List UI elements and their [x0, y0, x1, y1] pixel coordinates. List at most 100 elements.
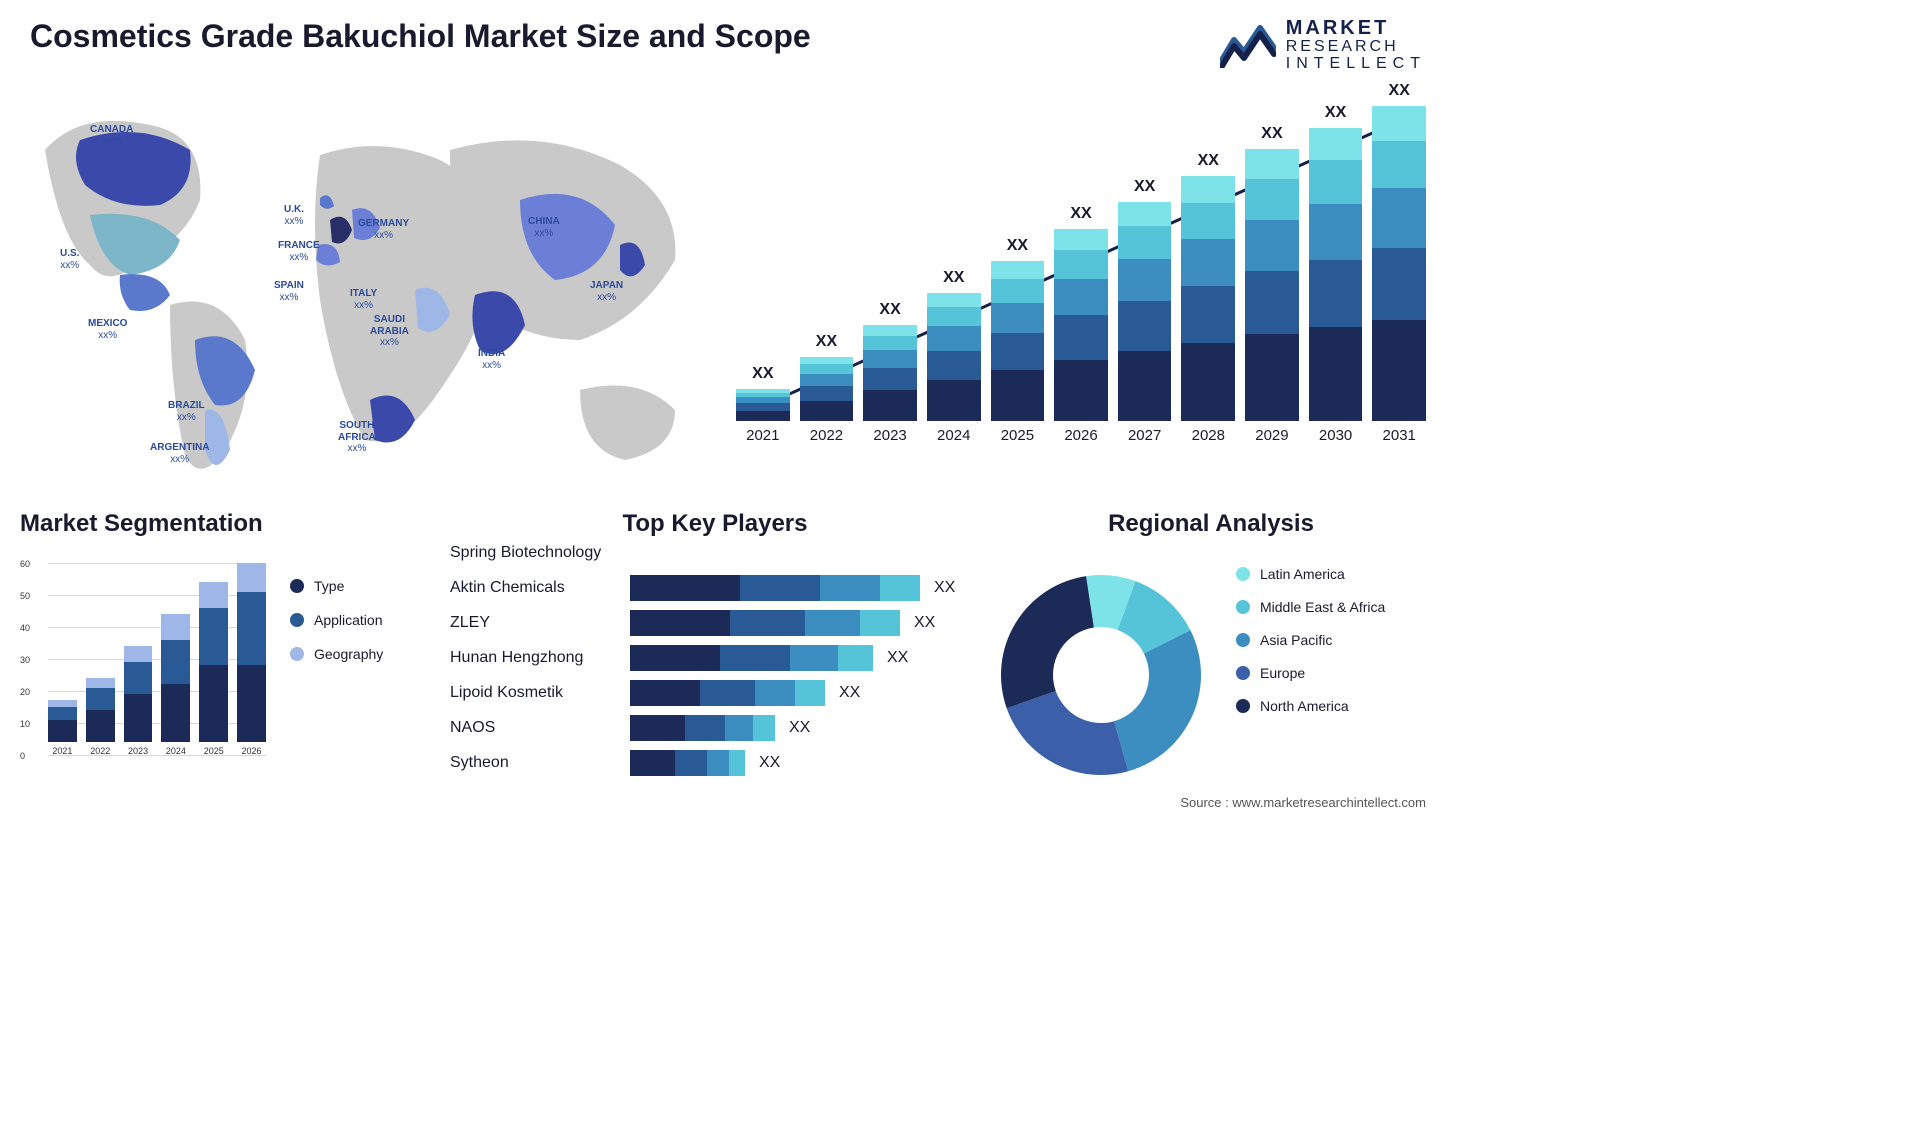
- donut-slice: [1001, 576, 1094, 708]
- legend-label: Middle East & Africa: [1260, 599, 1385, 615]
- forecast-value-label: XX: [1261, 125, 1282, 143]
- forecast-value-label: XX: [1325, 104, 1346, 122]
- logo-line-3: INTELLECT: [1286, 56, 1426, 73]
- seg-ytick: 60: [20, 559, 30, 569]
- forecast-bar: XX 2029: [1245, 125, 1299, 444]
- forecast-year-label: 2025: [1001, 427, 1034, 444]
- legend-item: Middle East & Africa: [1236, 599, 1385, 615]
- legend-item: Europe: [1236, 665, 1385, 681]
- seg-ytick: 30: [20, 655, 30, 665]
- page-title: Cosmetics Grade Bakuchiol Market Size an…: [30, 18, 811, 55]
- brand-logo: MARKET RESEARCH INTELLECT: [1220, 18, 1426, 73]
- legend-label: Application: [314, 612, 383, 628]
- key-player-bar: [630, 645, 873, 671]
- forecast-value-label: XX: [1134, 178, 1155, 196]
- key-player-bar: [630, 680, 825, 706]
- legend-item: Application: [290, 612, 383, 628]
- key-player-value: XX: [839, 684, 860, 702]
- forecast-bar: XX 2024: [927, 269, 981, 444]
- segmentation-panel: Market Segmentation 0102030405060 202120…: [20, 510, 440, 790]
- forecast-value-label: XX: [1070, 205, 1091, 223]
- map-label: U.S.xx%: [60, 248, 79, 271]
- logo-line-1: MARKET: [1286, 18, 1426, 39]
- source-attribution: Source : www.marketresearchintellect.com: [1180, 795, 1426, 810]
- seg-year-label: 2022: [90, 746, 110, 756]
- legend-swatch-icon: [290, 579, 304, 593]
- key-player-row: Lipoid Kosmetik XX: [450, 679, 980, 707]
- forecast-year-label: 2029: [1255, 427, 1288, 444]
- key-players-panel: Top Key Players Spring Biotechnology Akt…: [450, 510, 980, 800]
- key-player-name: Aktin Chemicals: [450, 579, 630, 597]
- map-label: ITALYxx%: [350, 288, 377, 311]
- key-players-title: Top Key Players: [450, 510, 980, 538]
- key-player-bar: [630, 750, 745, 776]
- regional-donut-chart: [986, 560, 1216, 790]
- world-map: CANADAxx%U.S.xx%MEXICOxx%BRAZILxx%ARGENT…: [20, 90, 700, 500]
- key-player-value: XX: [789, 719, 810, 737]
- forecast-value-label: XX: [879, 301, 900, 319]
- segmentation-legend: Type Application Geography: [290, 578, 383, 662]
- forecast-year-label: 2027: [1128, 427, 1161, 444]
- segmentation-chart: 0102030405060 202120222023202420252026: [20, 556, 270, 776]
- segmentation-bar: 2025: [199, 582, 228, 756]
- forecast-year-label: 2030: [1319, 427, 1352, 444]
- seg-ytick: 0: [20, 751, 25, 761]
- map-label: BRAZILxx%: [168, 400, 205, 423]
- legend-swatch-icon: [1236, 666, 1250, 680]
- key-player-value: XX: [934, 579, 955, 597]
- key-player-row: NAOSXX: [450, 714, 980, 742]
- seg-year-label: 2025: [204, 746, 224, 756]
- map-label: CHINAxx%: [528, 216, 560, 239]
- forecast-bar: XX 2026: [1054, 205, 1108, 444]
- map-label: SAUDIARABIAxx%: [370, 314, 409, 349]
- legend-label: Geography: [314, 646, 383, 662]
- forecast-year-label: 2022: [810, 427, 843, 444]
- segmentation-bar: 2021: [48, 700, 77, 756]
- logo-line-2: RESEARCH: [1286, 39, 1426, 56]
- map-label: SPAINxx%: [274, 280, 304, 303]
- forecast-bar: XX 2023: [863, 301, 917, 444]
- forecast-year-label: 2026: [1064, 427, 1097, 444]
- map-label: U.K.xx%: [284, 204, 304, 227]
- map-label: CANADAxx%: [90, 124, 133, 147]
- key-player-value: XX: [759, 754, 780, 772]
- map-label: JAPANxx%: [590, 280, 623, 303]
- forecast-value-label: XX: [1198, 152, 1219, 170]
- forecast-bar: XX2028: [1181, 152, 1235, 444]
- key-player-name: Hunan Hengzhong: [450, 649, 630, 667]
- legend-label: Latin America: [1260, 566, 1345, 582]
- map-label: GERMANYxx%: [358, 218, 409, 241]
- seg-year-label: 2023: [128, 746, 148, 756]
- legend-swatch-icon: [290, 647, 304, 661]
- segmentation-bar: 2024: [161, 614, 190, 756]
- legend-swatch-icon: [1236, 600, 1250, 614]
- forecast-value-label: XX: [752, 365, 773, 383]
- logo-mark-icon: [1220, 22, 1276, 68]
- legend-item: Type: [290, 578, 383, 594]
- legend-item: Asia Pacific: [1236, 632, 1385, 648]
- seg-ytick: 10: [20, 719, 30, 729]
- segmentation-bar: 2023: [124, 646, 153, 756]
- key-player-row: SytheonXX: [450, 749, 980, 777]
- forecast-value-label: XX: [816, 333, 837, 351]
- forecast-year-label: 2023: [873, 427, 906, 444]
- key-player-bar: [630, 575, 920, 601]
- key-player-name: Lipoid Kosmetik: [450, 684, 630, 702]
- key-player-name: ZLEY: [450, 614, 630, 632]
- forecast-bar: XX 2025: [991, 237, 1045, 444]
- forecast-year-label: 2021: [746, 427, 779, 444]
- forecast-bar: XX 2031: [1372, 82, 1426, 444]
- key-player-value: XX: [887, 649, 908, 667]
- forecast-value-label: XX: [1007, 237, 1028, 255]
- legend-swatch-icon: [1236, 567, 1250, 581]
- segmentation-title: Market Segmentation: [20, 510, 440, 538]
- key-player-bar: [630, 610, 900, 636]
- forecast-year-label: 2031: [1383, 427, 1416, 444]
- forecast-chart: XX2021XX2022XX2023XX2024XX2025XX2026XX20…: [736, 100, 1426, 470]
- forecast-value-label: XX: [1389, 82, 1410, 100]
- key-player-row: ZLEYXX: [450, 609, 980, 637]
- forecast-year-label: 2024: [937, 427, 970, 444]
- key-player-bar: [630, 715, 775, 741]
- forecast-value-label: XX: [943, 269, 964, 287]
- forecast-bar: XX 2022: [800, 333, 854, 444]
